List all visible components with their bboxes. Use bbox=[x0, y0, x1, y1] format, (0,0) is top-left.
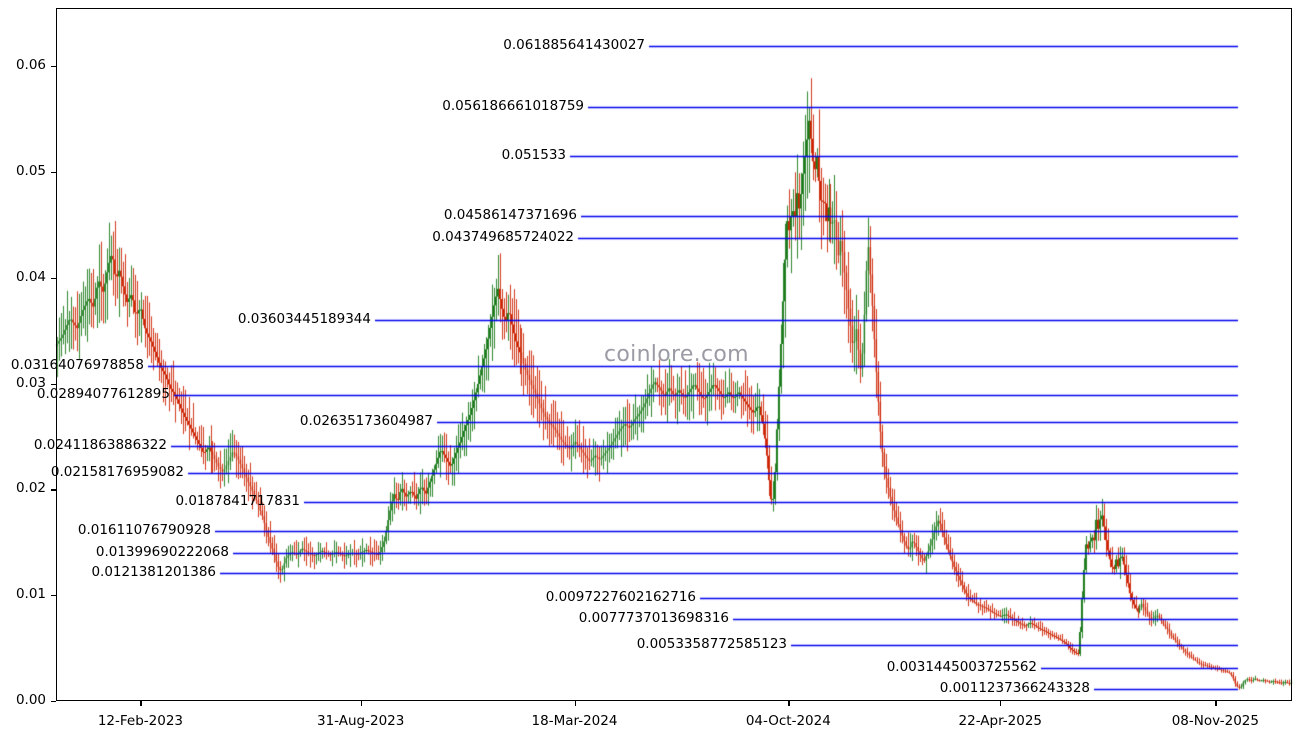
x-axis-tick-mark bbox=[1215, 701, 1217, 706]
x-axis-tick-mark bbox=[574, 701, 576, 706]
level-price-label: 0.0011237366243328 bbox=[939, 680, 1090, 697]
x-axis-tick-label: 31-Aug-2023 bbox=[317, 713, 405, 729]
level-price-label: 0.0031445003725562 bbox=[886, 658, 1037, 675]
level-price-label: 0.0097227602162716 bbox=[545, 589, 696, 606]
y-axis-tick-mark bbox=[51, 701, 56, 703]
level-price-label: 0.02158176959082 bbox=[50, 463, 184, 480]
level-price-label: 0.0121381201386 bbox=[91, 563, 216, 580]
y-axis-tick-mark bbox=[51, 277, 56, 279]
level-price-label: 0.01399690222068 bbox=[95, 543, 229, 560]
level-price-label: 0.061885641430027 bbox=[503, 37, 645, 54]
level-price-label: 0.01611076790928 bbox=[77, 521, 211, 538]
level-price-label: 0.04586147371696 bbox=[443, 206, 577, 223]
level-price-label: 0.02894077612895 bbox=[36, 385, 170, 402]
level-price-label: 0.051533 bbox=[501, 146, 566, 163]
x-axis-tick-label: 18-Mar-2024 bbox=[531, 713, 618, 729]
x-axis-tick-label: 08-Nov-2025 bbox=[1171, 713, 1259, 729]
level-price-label: 0.02635173604987 bbox=[299, 413, 433, 430]
level-price-label: 0.0053358772585123 bbox=[636, 635, 787, 652]
plot-area bbox=[56, 8, 1292, 701]
y-axis-tick-label: 0.06 bbox=[15, 57, 46, 74]
x-axis-tick-label: 12-Feb-2023 bbox=[97, 713, 183, 729]
level-price-label: 0.0187841717831 bbox=[175, 493, 300, 510]
watermark-text: coinlore.com bbox=[604, 342, 749, 367]
level-price-label: 0.0077737013698316 bbox=[578, 609, 729, 626]
x-axis-tick-label: 04-Oct-2024 bbox=[745, 713, 831, 729]
y-axis-tick-label: 0.05 bbox=[15, 162, 46, 179]
level-price-label: 0.056186661018759 bbox=[442, 97, 584, 114]
y-axis-tick-mark bbox=[51, 66, 56, 68]
y-axis-tick-label: 0.00 bbox=[15, 692, 46, 708]
y-axis-tick-label: 0.04 bbox=[15, 268, 46, 285]
x-axis-tick-mark bbox=[1000, 701, 1002, 706]
level-price-label: 0.02411863886322 bbox=[33, 436, 167, 453]
x-axis-tick-label: 22-Apr-2025 bbox=[958, 713, 1043, 729]
y-axis-tick-mark bbox=[51, 171, 56, 174]
x-axis-tick-mark bbox=[360, 701, 362, 706]
x-axis-tick-mark bbox=[140, 701, 142, 706]
level-price-label: 0.043749685724022 bbox=[432, 229, 574, 246]
y-axis-tick-mark bbox=[51, 489, 56, 491]
x-axis-tick-mark bbox=[788, 701, 790, 706]
y-axis-tick-label: 0.01 bbox=[15, 586, 46, 603]
y-axis-tick-mark bbox=[51, 383, 56, 385]
level-price-label: 0.03164076978858 bbox=[10, 357, 144, 374]
y-axis-tick-label: 0.02 bbox=[15, 480, 46, 497]
level-price-label: 0.03603445189344 bbox=[237, 310, 371, 327]
y-axis-tick-mark bbox=[51, 595, 56, 597]
y-axis-tick-label: 0.03 bbox=[15, 374, 46, 391]
